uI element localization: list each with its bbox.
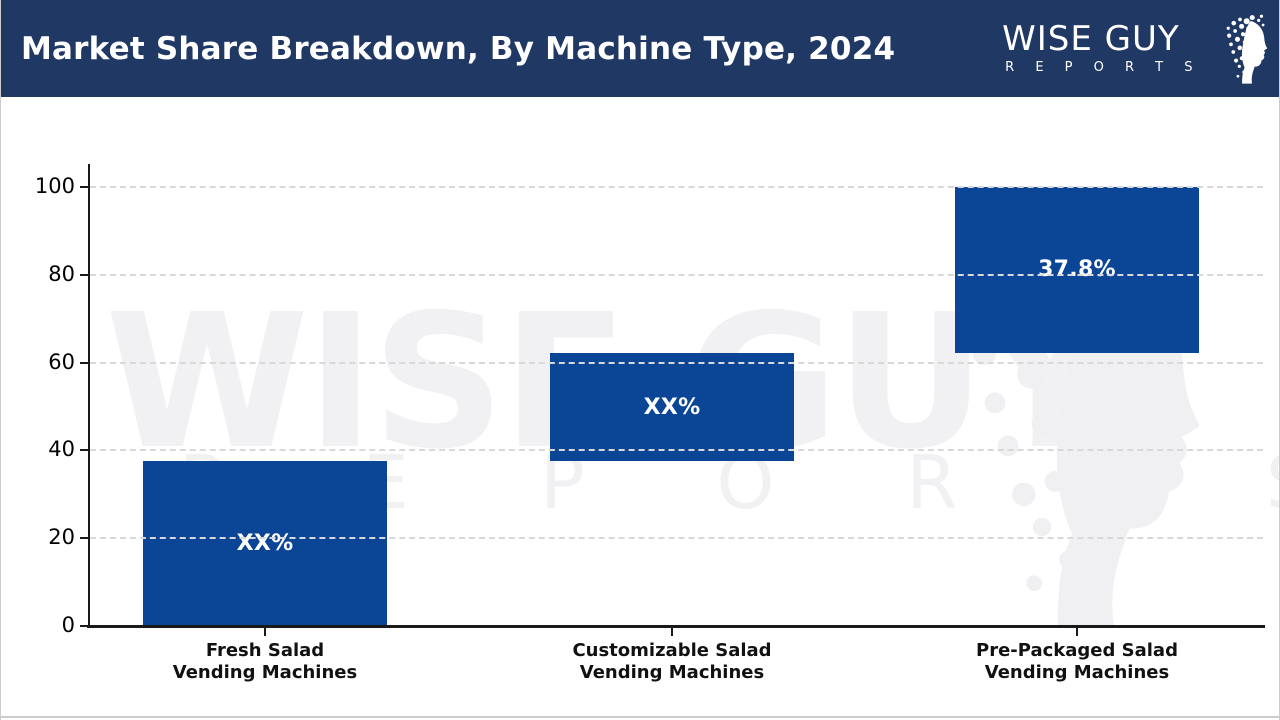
x-tick-label: Customizable Salad Vending Machines [572, 640, 772, 683]
logo-dot-head-icon [1207, 14, 1267, 84]
y-tick-label: 60 [48, 349, 75, 374]
gridline [90, 273, 1263, 276]
y-tick-label: 100 [34, 174, 75, 198]
gridline [90, 537, 1263, 540]
bar-value-label: 37.8% [1038, 257, 1116, 283]
gridline [90, 186, 1263, 188]
page-title: Market Share Breakdown, By Machine Type,… [21, 30, 896, 67]
y-tick-mark [80, 449, 89, 452]
bar-value-label: XX% [643, 394, 701, 420]
x-tick-mark [1076, 628, 1078, 636]
y-axis-line [88, 164, 90, 628]
y-tick-mark [80, 273, 89, 276]
y-tick-mark [80, 537, 89, 540]
gridline [90, 449, 1263, 452]
bar-value-label: XX% [236, 531, 294, 557]
x-tick-mark [671, 628, 673, 636]
gridline [90, 361, 1263, 364]
bar: XX% [550, 352, 794, 462]
header-bar: Market Share Breakdown, By Machine Type,… [1, 0, 1279, 97]
y-tick-label: 0 [61, 613, 75, 637]
bar: XX% [143, 461, 387, 626]
x-tick-label: Pre-Packaged Salad Vending Machines [976, 640, 1178, 683]
y-tick-label: 20 [48, 525, 75, 550]
y-tick-label: 80 [48, 261, 75, 286]
y-tick-label: 40 [48, 437, 75, 462]
wiseguy-logo: WISE GUY R E P O R T S [1002, 14, 1267, 84]
x-tick-mark [264, 628, 266, 636]
x-axis-line [87, 625, 1265, 628]
y-tick-mark [80, 625, 89, 627]
y-tick-mark [80, 361, 89, 364]
logo-wiseguy-text: WISE GUY [1002, 19, 1180, 59]
x-tick-label: Fresh Salad Vending Machines [172, 640, 358, 683]
bar: 37.8% [955, 187, 1199, 353]
logo-reports-text: R E P O R T S [1005, 60, 1201, 75]
y-tick-mark [80, 186, 89, 188]
bottom-border [1, 716, 1279, 718]
